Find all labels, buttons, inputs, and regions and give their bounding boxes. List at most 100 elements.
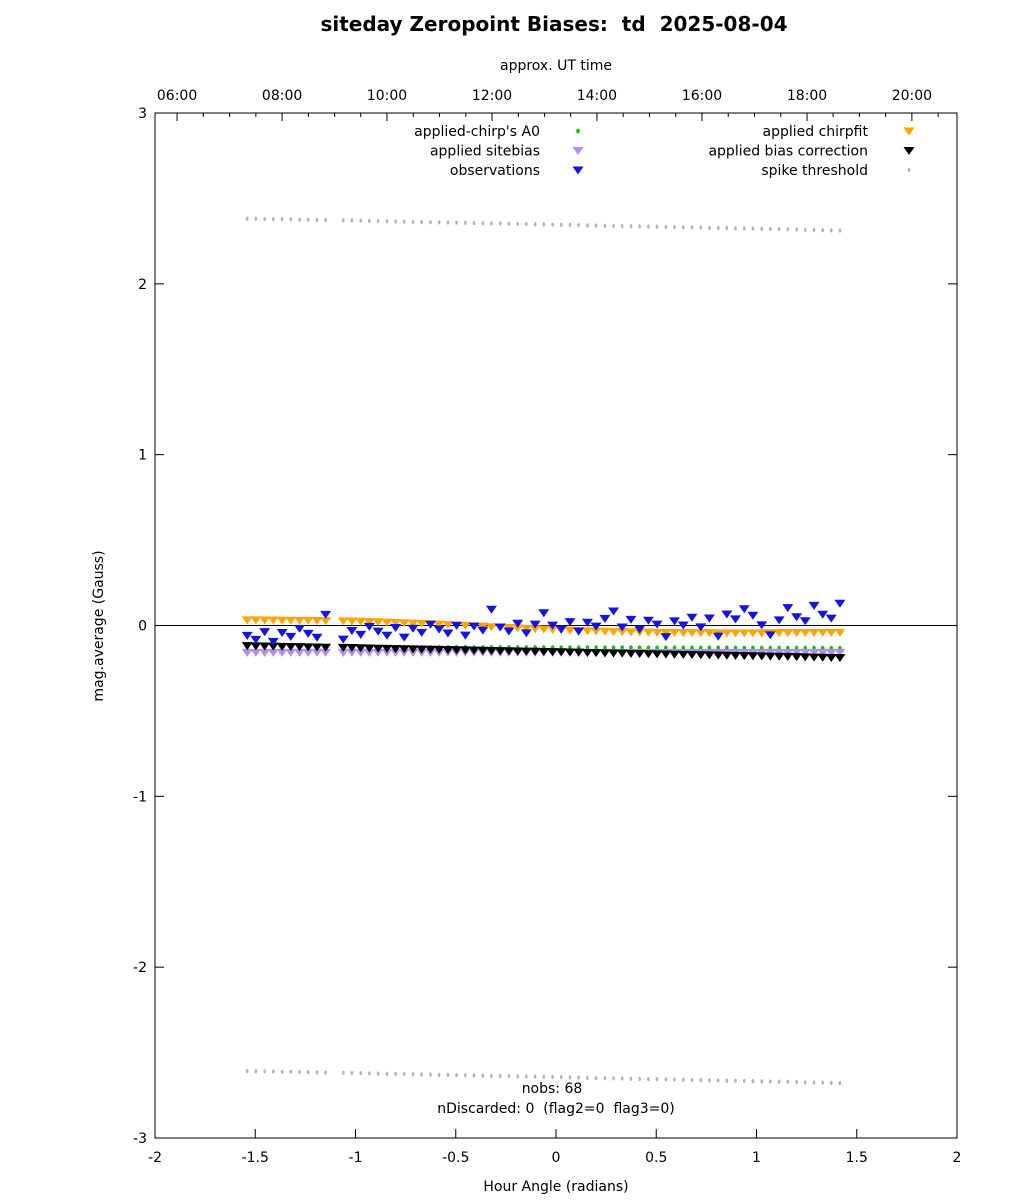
data-point <box>289 1069 293 1074</box>
data-point <box>572 147 584 155</box>
data-point <box>346 626 358 635</box>
data-point <box>742 226 746 231</box>
data-point <box>398 619 410 628</box>
data-point <box>821 1080 824 1085</box>
data-point <box>769 1079 772 1084</box>
data-point <box>817 628 829 637</box>
y-tick-label: -3 <box>133 1131 147 1147</box>
legend-label: applied chirpfit <box>763 124 869 140</box>
data-point <box>777 227 781 232</box>
data-point <box>829 228 833 233</box>
data-point <box>525 221 528 227</box>
data-point <box>590 649 602 658</box>
data-point <box>372 627 384 636</box>
data-point <box>276 616 288 625</box>
data-point <box>738 652 750 661</box>
data-point <box>668 617 680 626</box>
data-point <box>464 220 467 225</box>
data-point <box>559 1075 563 1080</box>
data-point <box>525 1074 528 1079</box>
data-point <box>363 648 375 657</box>
data-point <box>555 648 567 657</box>
x-tick-label: -2 <box>148 1150 162 1166</box>
y-tick-label: -1 <box>133 789 147 805</box>
data-point <box>254 1069 258 1074</box>
data-point <box>289 217 293 222</box>
data-point <box>285 632 297 641</box>
data-point <box>477 626 489 635</box>
data-point <box>651 628 663 637</box>
data-point <box>616 628 628 637</box>
data-point <box>285 616 297 625</box>
data-point <box>786 1079 790 1084</box>
data-point <box>280 217 284 222</box>
data-point <box>625 615 637 624</box>
data-point <box>298 217 301 222</box>
data-point <box>271 216 275 222</box>
data-point <box>586 223 589 228</box>
data-point <box>791 648 803 657</box>
data-point <box>254 216 258 221</box>
data-point <box>512 619 524 628</box>
data-point <box>769 226 772 232</box>
x-tick-label: -1.5 <box>242 1150 269 1166</box>
data-point <box>485 646 497 655</box>
data-point <box>315 217 319 223</box>
data-point <box>825 628 837 637</box>
data-point <box>302 616 314 625</box>
data-point <box>512 647 524 656</box>
data-point <box>533 222 537 227</box>
data-point <box>446 1072 450 1078</box>
data-point <box>573 627 585 636</box>
data-point <box>437 220 441 225</box>
y-tick-label: 0 <box>138 619 147 635</box>
data-point <box>306 1070 310 1075</box>
data-point <box>298 1069 301 1075</box>
data-point <box>259 642 271 651</box>
data-point <box>542 222 546 227</box>
data-point <box>686 651 698 660</box>
data-point <box>825 653 837 662</box>
data-point <box>695 629 707 638</box>
data-point <box>472 1073 476 1078</box>
x-tick-label: 1 <box>752 1150 761 1166</box>
data-point <box>468 622 480 631</box>
data-point <box>411 219 415 224</box>
data-point <box>538 609 550 618</box>
data-point <box>416 645 428 654</box>
data-point <box>429 1072 432 1077</box>
data-point <box>442 646 454 655</box>
data-point <box>751 226 755 231</box>
data-point <box>302 643 314 652</box>
data-point <box>402 219 406 224</box>
data-point <box>485 623 497 632</box>
legend-marker-observations <box>572 166 584 175</box>
data-point <box>638 224 641 229</box>
time-tick-label: 18:00 <box>787 88 827 104</box>
data-point <box>507 221 511 226</box>
data-point <box>756 652 768 661</box>
data-point <box>368 1071 371 1076</box>
data-point <box>547 648 559 657</box>
data-point <box>385 1071 389 1076</box>
data-point <box>682 1077 685 1082</box>
legend-marker-applied-chirp-s-a0 <box>576 128 580 134</box>
data-point <box>459 646 471 655</box>
data-point <box>276 629 288 638</box>
data-point <box>411 1072 415 1077</box>
data-point <box>625 628 637 637</box>
data-point <box>442 629 454 638</box>
data-point <box>372 644 384 653</box>
data-point <box>620 1076 624 1081</box>
data-point <box>359 218 363 223</box>
data-point <box>577 1075 580 1080</box>
data-point <box>498 1073 502 1079</box>
data-point <box>424 620 436 629</box>
data-point <box>320 610 332 619</box>
y-tick-label: 2 <box>138 277 147 293</box>
data-point <box>642 628 654 637</box>
data-point <box>276 642 288 651</box>
data-point <box>416 628 428 637</box>
chart-title: siteday Zeropoint Biases: td 2025-08-04 <box>320 12 787 36</box>
data-point <box>350 218 354 223</box>
